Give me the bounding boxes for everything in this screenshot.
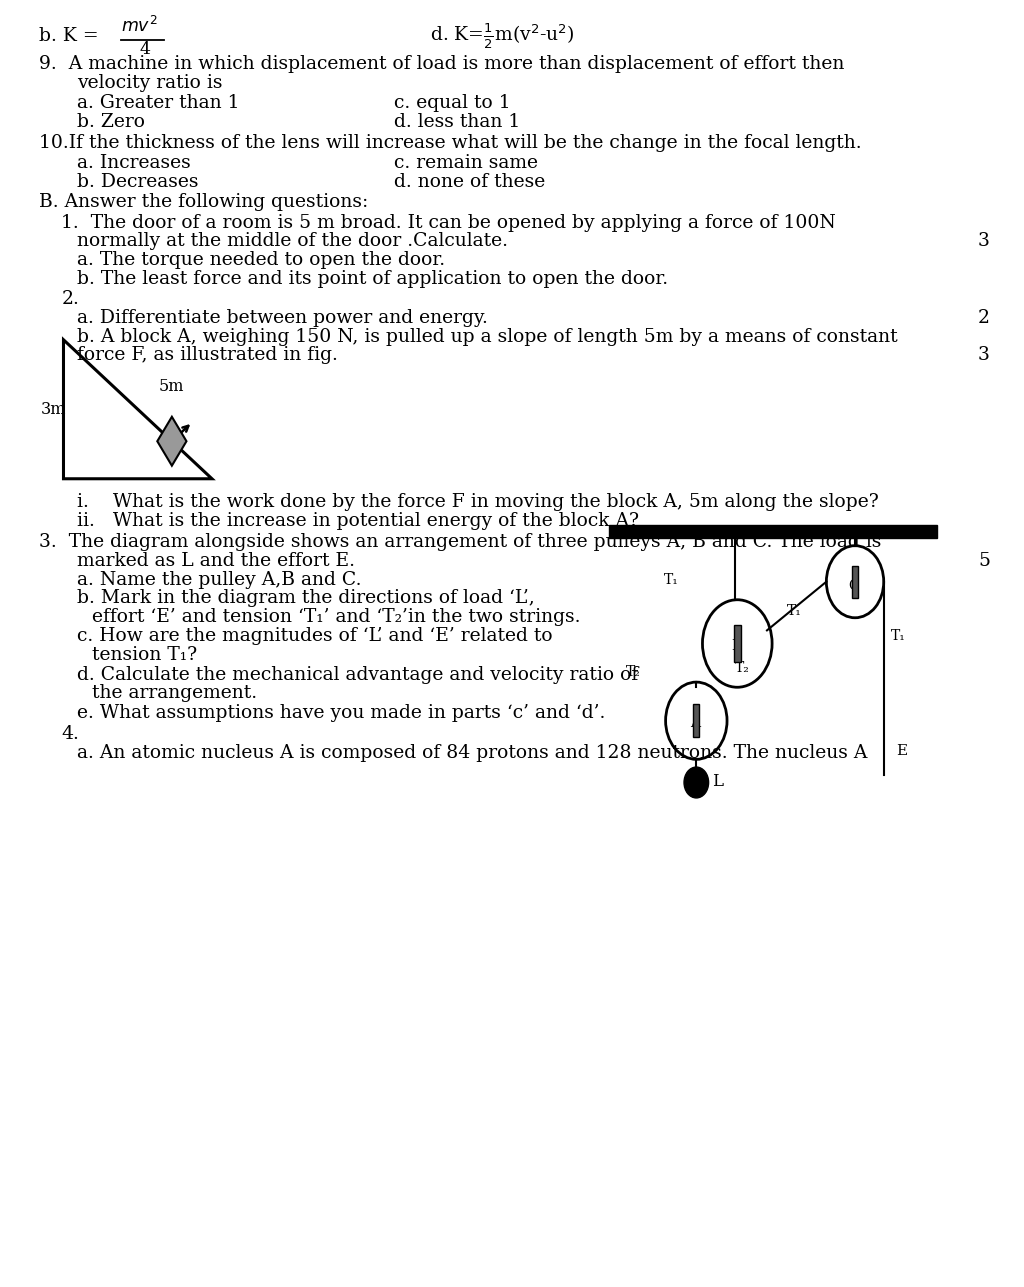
Text: a. Name the pulley A,B and C.: a. Name the pulley A,B and C.: [77, 570, 361, 588]
Text: 4: 4: [139, 41, 151, 58]
Text: c. How are the magnitudes of ‘L’ and ‘E’ related to: c. How are the magnitudes of ‘L’ and ‘E’…: [77, 628, 552, 646]
Text: T₂: T₂: [735, 660, 750, 674]
Text: b. K =: b. K =: [39, 27, 98, 45]
Text: velocity ratio is: velocity ratio is: [77, 73, 222, 91]
Text: a. Increases: a. Increases: [77, 154, 190, 172]
Text: 3: 3: [978, 233, 990, 251]
Text: 10.If the thickness of the lens will increase what will be the change in the foc: 10.If the thickness of the lens will inc…: [39, 134, 861, 152]
Text: T₂: T₂: [626, 664, 640, 678]
Text: force F, as illustrated in fig.: force F, as illustrated in fig.: [77, 346, 338, 364]
Text: d. K=$\frac{1}{2}$m(v$^2$-u$^2$): d. K=$\frac{1}{2}$m(v$^2$-u$^2$): [430, 22, 574, 50]
Text: 9.  A machine in which displacement of load is more than displacement of effort : 9. A machine in which displacement of lo…: [39, 55, 844, 73]
Text: e. What assumptions have you made in parts ‘c’ and ‘d’.: e. What assumptions have you made in par…: [77, 704, 605, 722]
Text: B. Answer the following questions:: B. Answer the following questions:: [39, 193, 369, 211]
Text: 5: 5: [978, 552, 990, 570]
Text: d. Calculate the mechanical advantage and velocity ratio of: d. Calculate the mechanical advantage an…: [77, 665, 638, 683]
Text: a. The torque needed to open the door.: a. The torque needed to open the door.: [77, 251, 444, 269]
Text: marked as L and the effort E.: marked as L and the effort E.: [77, 552, 354, 570]
Text: 5m: 5m: [158, 377, 183, 395]
Text: b. The least force and its point of application to open the door.: b. The least force and its point of appl…: [77, 270, 668, 288]
Text: c. equal to 1: c. equal to 1: [394, 94, 511, 112]
Text: d. less than 1: d. less than 1: [394, 113, 520, 131]
Circle shape: [684, 767, 709, 798]
Text: b. Zero: b. Zero: [77, 113, 144, 131]
Text: d. none of these: d. none of these: [394, 172, 546, 190]
Text: effort ‘E’ and tension ‘T₁’ and ‘T₂’in the two strings.: effort ‘E’ and tension ‘T₁’ and ‘T₂’in t…: [92, 607, 581, 625]
Text: a. Greater than 1: a. Greater than 1: [77, 94, 240, 112]
Text: 3m: 3m: [41, 400, 67, 418]
Text: c. remain same: c. remain same: [394, 154, 539, 172]
Text: b. A block A, weighing 150 N, is pulled up a slope of length 5m by a means of co: b. A block A, weighing 150 N, is pulled …: [77, 328, 897, 346]
Text: E: E: [897, 744, 907, 758]
Text: ii.   What is the increase in potential energy of the block A?: ii. What is the increase in potential en…: [77, 512, 639, 530]
Text: A: A: [167, 436, 177, 449]
Text: a. Differentiate between power and energy.: a. Differentiate between power and energ…: [77, 309, 487, 327]
Text: the arrangement.: the arrangement.: [92, 685, 257, 703]
Text: 2: 2: [978, 309, 990, 327]
Bar: [734, 625, 740, 662]
Text: 4.: 4.: [61, 726, 79, 744]
Text: b. Mark in the diagram the directions of load ‘L’,: b. Mark in the diagram the directions of…: [77, 589, 535, 607]
Text: L: L: [712, 772, 723, 790]
Text: 3: 3: [978, 346, 990, 364]
Text: tension T₁?: tension T₁?: [92, 646, 198, 664]
Text: 2.: 2.: [61, 291, 79, 309]
Bar: [609, 525, 937, 538]
Text: i.    What is the work done by the force F in moving the block A, 5m along the s: i. What is the work done by the force F …: [77, 493, 879, 511]
Text: b. Decreases: b. Decreases: [77, 172, 199, 190]
Text: A: A: [690, 717, 700, 730]
Text: 3.  The diagram alongside shows an arrangement of three pulleys A, B and C. The : 3. The diagram alongside shows an arrang…: [39, 533, 882, 551]
Text: B: B: [731, 640, 741, 653]
Bar: [852, 565, 858, 598]
Text: T₁: T₁: [665, 573, 679, 587]
Text: T₁: T₁: [891, 628, 905, 642]
Text: normally at the middle of the door .Calculate.: normally at the middle of the door .Calc…: [77, 233, 508, 251]
Text: a. An atomic nucleus A is composed of 84 protons and 128 neutrons. The nucleus A: a. An atomic nucleus A is composed of 84…: [77, 744, 867, 762]
Text: 1.  The door of a room is 5 m broad. It can be opened by applying a force of 100: 1. The door of a room is 5 m broad. It c…: [61, 214, 837, 232]
Text: C: C: [849, 579, 859, 592]
Bar: [693, 704, 699, 737]
Text: $mv^2$: $mv^2$: [121, 15, 158, 36]
Polygon shape: [158, 417, 186, 466]
Text: T₁: T₁: [787, 604, 802, 618]
